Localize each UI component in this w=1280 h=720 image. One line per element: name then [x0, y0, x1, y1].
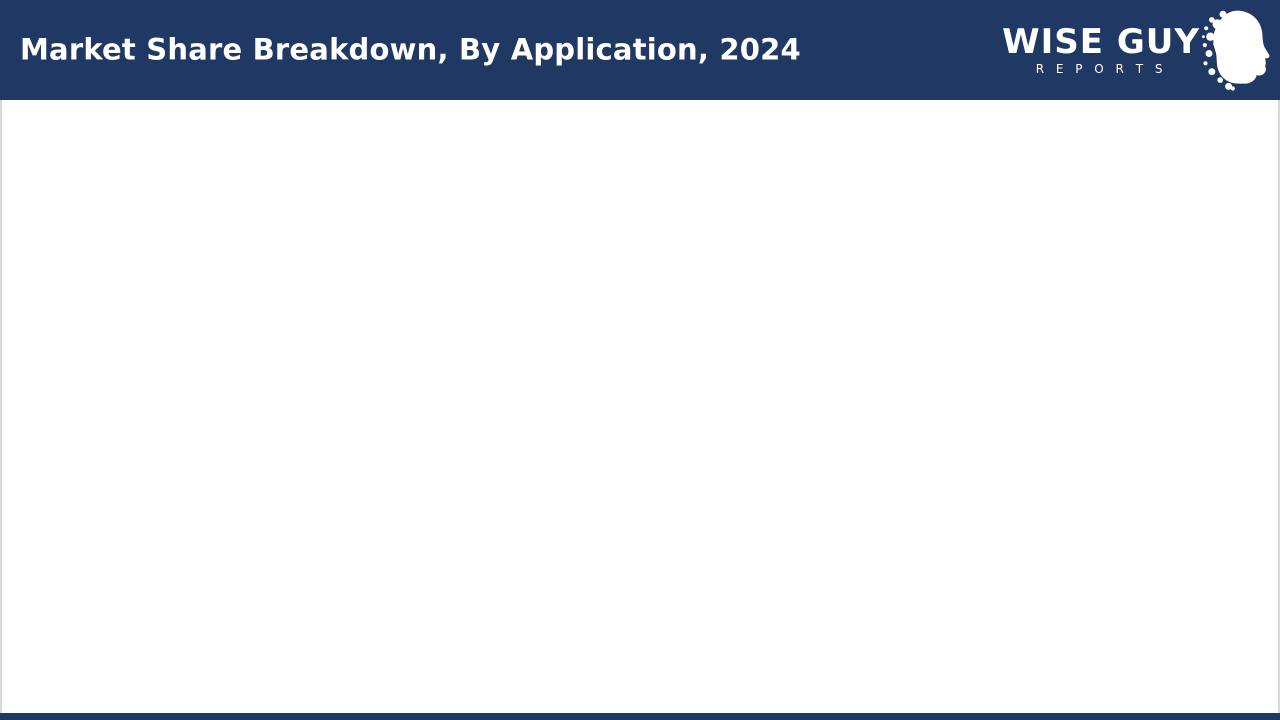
footer-bar — [0, 713, 1280, 720]
brand-name-text: WISE GUY — [1002, 22, 1200, 62]
brand-logo: WISE GUY R E P O R T S — [1002, 6, 1272, 94]
page-title: Market Share Breakdown, By Application, … — [20, 32, 801, 67]
chart-panel — [0, 100, 1280, 713]
brand-head-icon — [1202, 10, 1270, 91]
header-bar: Market Share Breakdown, By Application, … — [0, 0, 1280, 100]
brand-reports-text: R E P O R T S — [1035, 62, 1167, 76]
